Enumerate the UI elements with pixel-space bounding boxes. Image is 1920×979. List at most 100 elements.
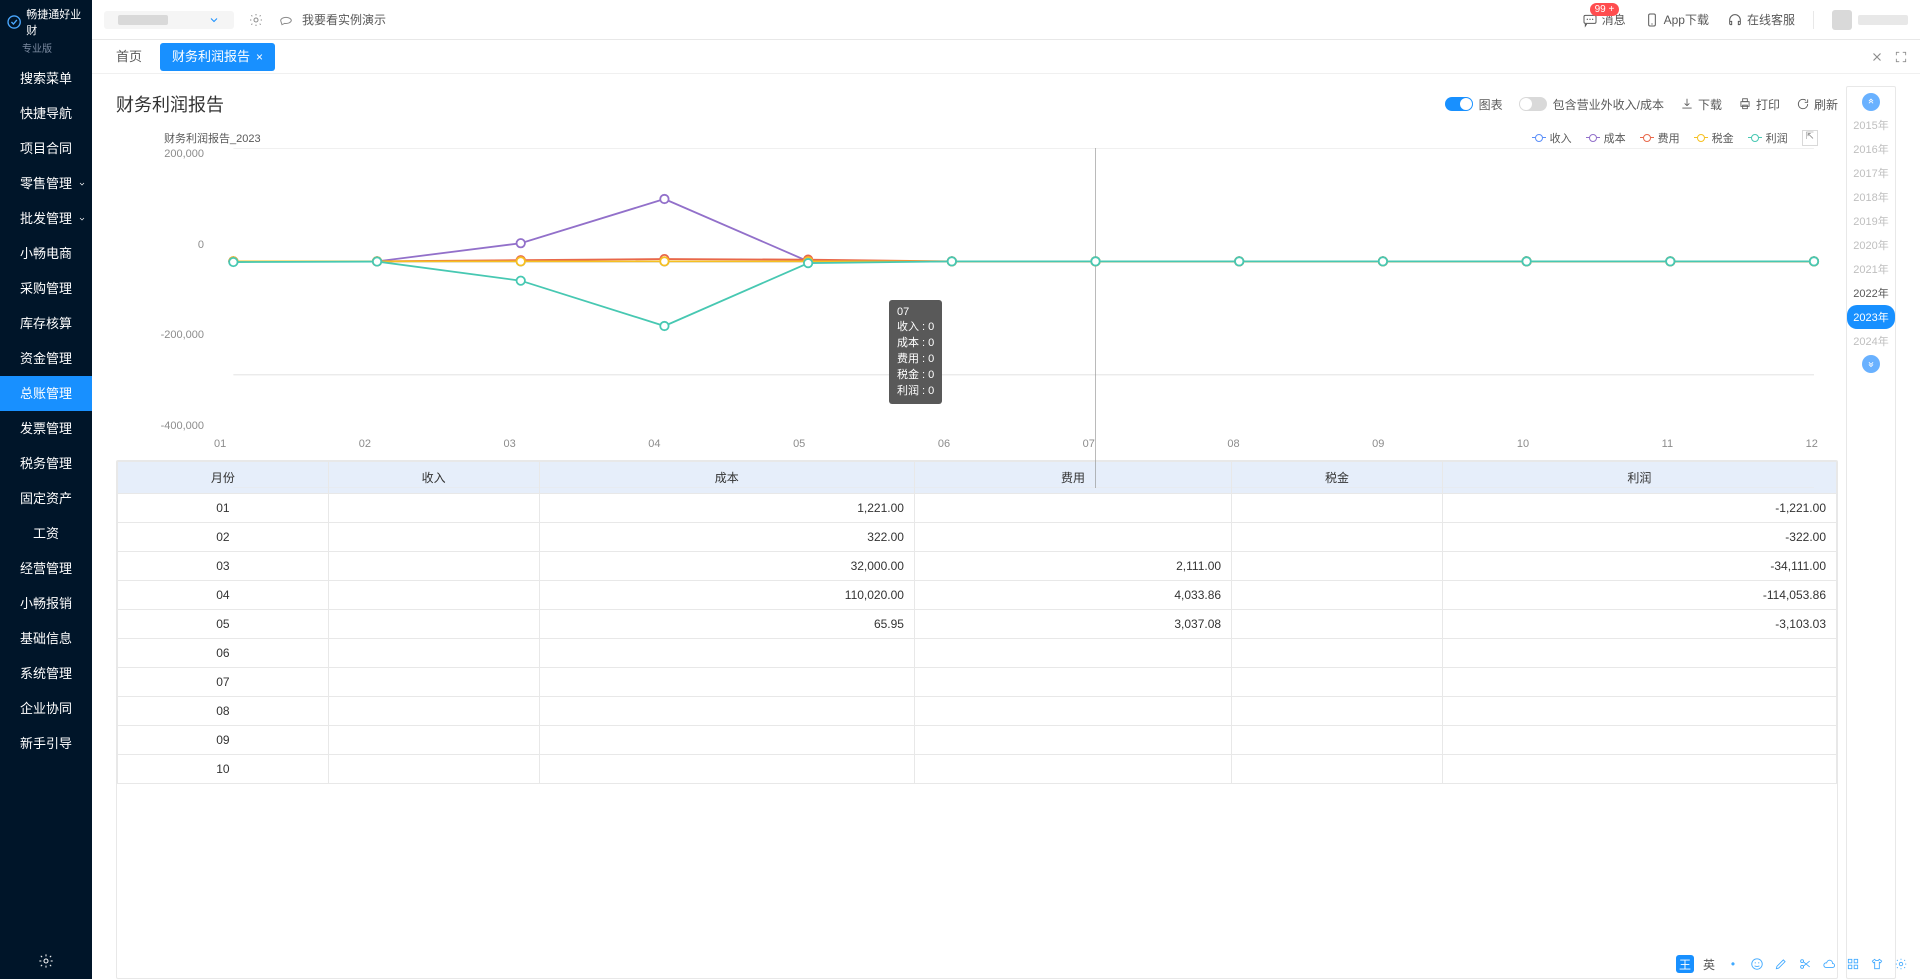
sidebar-item-3[interactable]: 零售管理	[0, 166, 92, 201]
sidebar-settings[interactable]	[0, 943, 92, 979]
cell	[1232, 610, 1443, 639]
sidebar-item-5[interactable]: 小畅电商	[0, 236, 92, 271]
os-scissors-icon[interactable]	[1796, 955, 1814, 973]
brand: 畅捷通好业财	[0, 0, 92, 40]
year-option[interactable]: 2023年	[1847, 305, 1894, 329]
print-icon	[1738, 97, 1752, 111]
legend-item[interactable]: 费用	[1640, 130, 1680, 146]
legend-item[interactable]: 收入	[1532, 130, 1572, 146]
sidebar-item-18[interactable]: 企业协同	[0, 691, 92, 726]
ime-lang[interactable]: 英	[1700, 955, 1718, 973]
os-edit-icon[interactable]	[1772, 955, 1790, 973]
cell	[539, 668, 914, 697]
year-down-button[interactable]	[1862, 355, 1880, 373]
year-option[interactable]: 2019年	[1847, 209, 1894, 233]
legend-item[interactable]: 利润	[1748, 130, 1788, 146]
cell	[328, 494, 539, 523]
legend-float-icon[interactable]: ⇱	[1802, 130, 1818, 146]
tab-0[interactable]: 首页	[104, 43, 154, 71]
legend-item[interactable]: 税金	[1694, 130, 1734, 146]
year-option[interactable]: 2015年	[1847, 113, 1894, 137]
tab-1[interactable]: 财务利润报告×	[160, 43, 275, 71]
year-option[interactable]: 2024年	[1847, 329, 1894, 353]
sidebar-item-17[interactable]: 系统管理	[0, 656, 92, 691]
sidebar-item-9[interactable]: 总账管理	[0, 376, 92, 411]
sidebar-item-0[interactable]: 搜索菜单	[0, 61, 92, 96]
settings-icon[interactable]	[248, 12, 264, 28]
cell	[1232, 639, 1443, 668]
sidebar-item-6[interactable]: 采购管理	[0, 271, 92, 306]
os-grid-icon[interactable]	[1844, 955, 1862, 973]
brand-logo-icon	[6, 13, 22, 31]
nav: 搜索菜单快捷导航项目合同零售管理批发管理小畅电商采购管理库存核算资金管理总账管理…	[0, 61, 92, 943]
org-selector[interactable]	[104, 11, 234, 29]
cell: 3,037.08	[914, 610, 1231, 639]
cell: -34,111.00	[1442, 552, 1836, 581]
profit-table: 月份收入成本费用税金利润011,221.00-1,221.0002322.00-…	[116, 460, 1838, 979]
cell	[1232, 494, 1443, 523]
include-nonoperating-switch[interactable]	[1519, 97, 1547, 111]
support-link[interactable]: 在线客服	[1727, 11, 1795, 28]
avatar-icon[interactable]	[1832, 10, 1852, 30]
topbar: 我要看实例演示 99 + 消息 App下载 在线客服	[92, 0, 1920, 40]
brand-name: 畅捷通好业财	[26, 6, 86, 38]
tab-close-all-icon[interactable]	[1870, 50, 1884, 64]
fullscreen-icon[interactable]	[1894, 50, 1908, 64]
chart-switch[interactable]	[1445, 97, 1473, 111]
year-option[interactable]: 2021年	[1847, 257, 1894, 281]
refresh-button[interactable]: 刷新	[1796, 96, 1838, 113]
cell: -1,221.00	[1442, 494, 1836, 523]
sidebar-item-19[interactable]: 新手引导	[0, 726, 92, 761]
year-option[interactable]: 2016年	[1847, 137, 1894, 161]
year-option[interactable]: 2022年	[1847, 281, 1894, 305]
cell: -3,103.03	[1442, 610, 1836, 639]
year-up-button[interactable]	[1862, 93, 1880, 111]
cell	[1232, 726, 1443, 755]
cell	[1442, 639, 1836, 668]
sidebar-item-10[interactable]: 发票管理	[0, 411, 92, 446]
cell: 09	[118, 726, 329, 755]
user-name[interactable]	[1858, 15, 1908, 25]
sidebar-item-16[interactable]: 基础信息	[0, 621, 92, 656]
tabs: 首页财务利润报告×	[92, 40, 1920, 74]
os-shirt-icon[interactable]	[1868, 955, 1886, 973]
cell: 02	[118, 523, 329, 552]
sidebar-item-11[interactable]: 税务管理	[0, 446, 92, 481]
os-gear-icon[interactable]	[1892, 955, 1910, 973]
legend-item[interactable]: 成本	[1586, 130, 1626, 146]
os-cloud-icon[interactable]	[1820, 955, 1838, 973]
sidebar-item-2[interactable]: 项目合同	[0, 131, 92, 166]
phone-icon	[1644, 12, 1660, 28]
os-ime-bar: 王 英 •	[1676, 955, 1910, 973]
refresh-icon	[1796, 97, 1810, 111]
sidebar-item-13[interactable]: 工资	[0, 516, 92, 551]
os-dot: •	[1724, 955, 1742, 973]
cell: 05	[118, 610, 329, 639]
year-option[interactable]: 2018年	[1847, 185, 1894, 209]
sidebar-item-14[interactable]: 经营管理	[0, 551, 92, 586]
demo-link[interactable]: 我要看实例演示	[302, 11, 386, 28]
app-download-link[interactable]: App下载	[1644, 11, 1709, 28]
messages-link[interactable]: 99 + 消息	[1582, 11, 1626, 28]
cell	[328, 552, 539, 581]
main: 我要看实例演示 99 + 消息 App下载 在线客服	[92, 0, 1920, 979]
sidebar-item-12[interactable]: 固定资产	[0, 481, 92, 516]
download-button[interactable]: 下载	[1680, 96, 1722, 113]
page-title: 财务利润报告	[116, 91, 224, 117]
year-option[interactable]: 2020年	[1847, 233, 1894, 257]
cell: 04	[118, 581, 329, 610]
os-smile-icon[interactable]	[1748, 955, 1766, 973]
legend-marker	[1748, 134, 1762, 142]
print-button[interactable]: 打印	[1738, 96, 1780, 113]
sidebar-item-4[interactable]: 批发管理	[0, 201, 92, 236]
tab-close-icon[interactable]: ×	[256, 43, 263, 71]
ime-pill[interactable]: 王	[1676, 955, 1694, 973]
cell	[539, 755, 914, 784]
sidebar-item-7[interactable]: 库存核算	[0, 306, 92, 341]
cell: 322.00	[539, 523, 914, 552]
sidebar-item-1[interactable]: 快捷导航	[0, 96, 92, 131]
cell: 10	[118, 755, 329, 784]
sidebar-item-15[interactable]: 小畅报销	[0, 586, 92, 621]
year-option[interactable]: 2017年	[1847, 161, 1894, 185]
sidebar-item-8[interactable]: 资金管理	[0, 341, 92, 376]
